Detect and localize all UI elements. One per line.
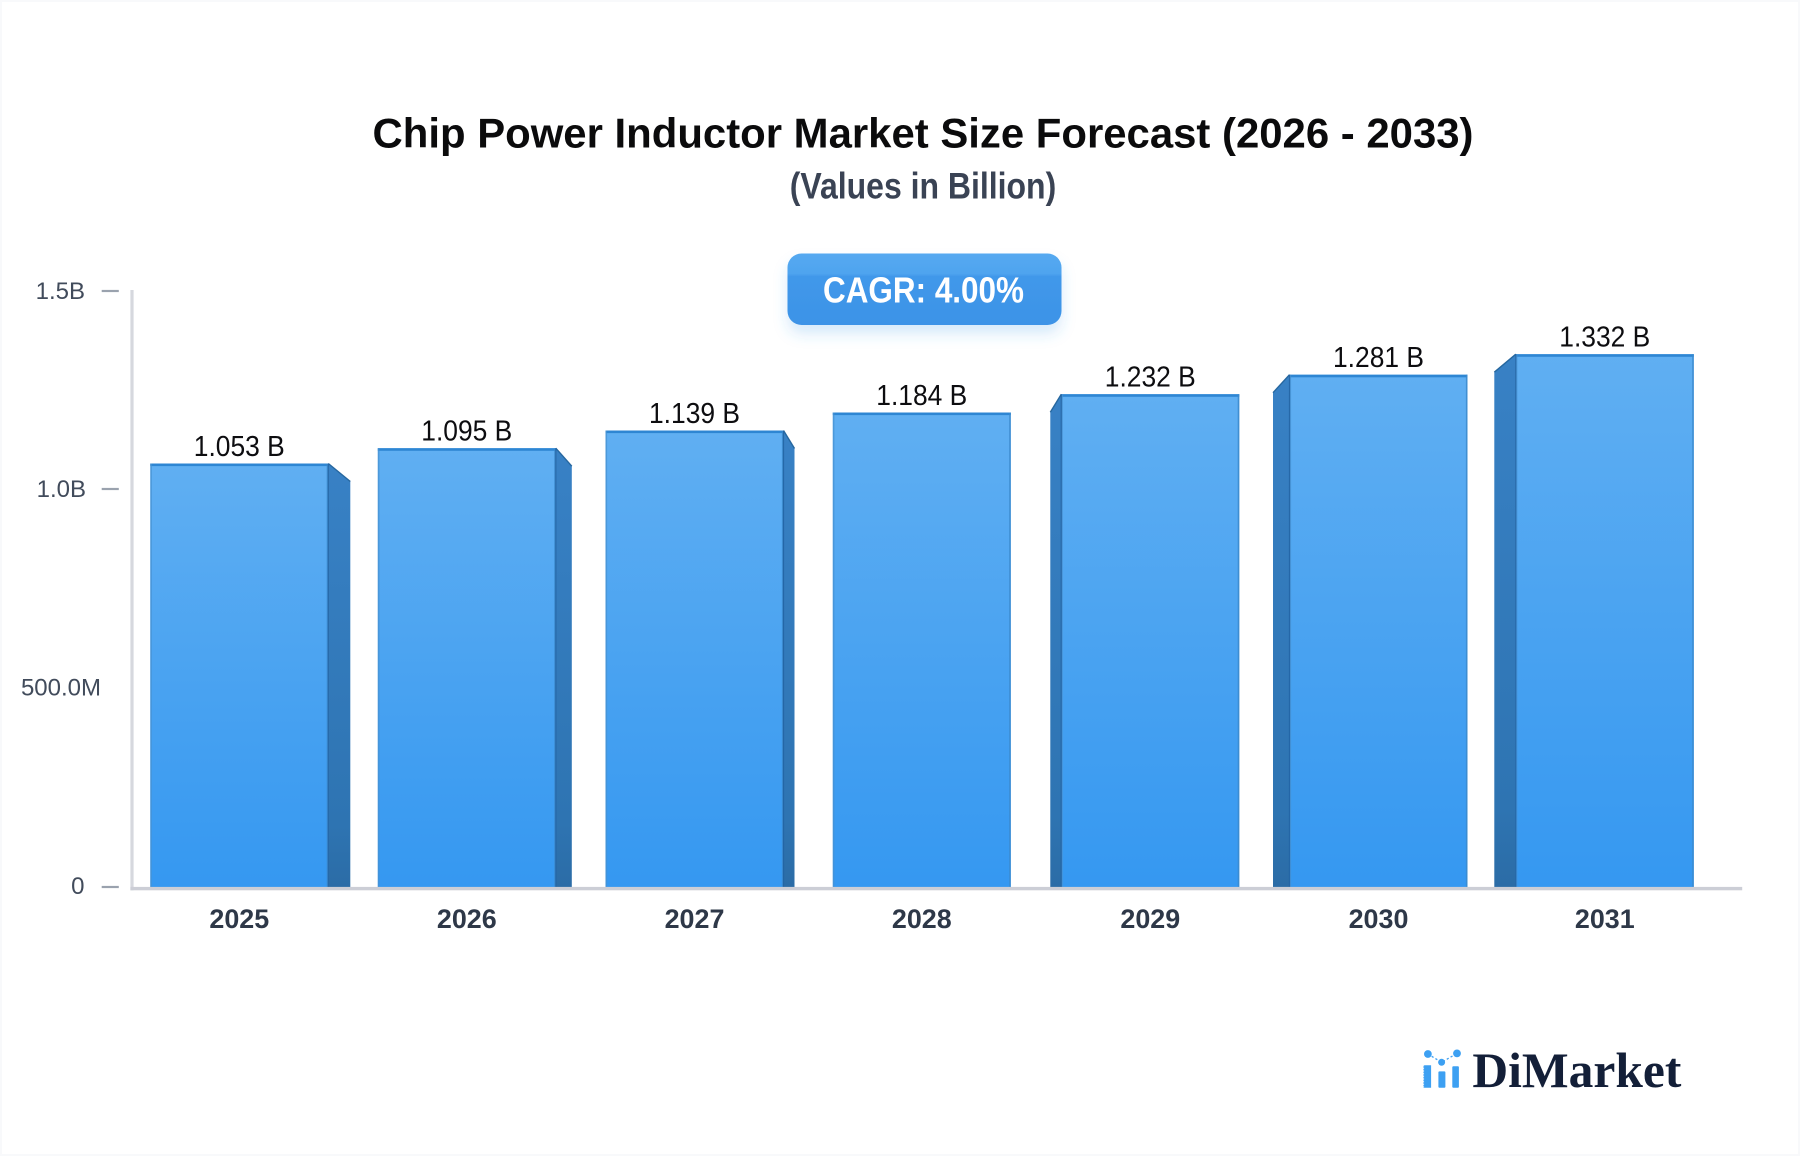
svg-text:Chip Power Inductor Market Siz: Chip Power Inductor Market Size Forecast… — [373, 110, 1474, 157]
svg-text:2028: 2028 — [892, 904, 952, 934]
svg-text:CAGR: 4.00%: CAGR: 4.00% — [823, 270, 1024, 311]
svg-text:1.332 B: 1.332 B — [1559, 322, 1650, 354]
svg-text:(Values in Billion): (Values in Billion) — [790, 166, 1057, 207]
svg-text:0: 0 — [71, 873, 84, 900]
svg-text:2029: 2029 — [1120, 904, 1180, 934]
svg-text:2027: 2027 — [665, 904, 725, 934]
svg-text:2025: 2025 — [209, 904, 269, 934]
svg-text:DiMarket: DiMarket — [1472, 1042, 1681, 1098]
svg-text:1.0B: 1.0B — [37, 476, 86, 503]
svg-text:500.0M: 500.0M — [21, 675, 101, 702]
svg-text:1.053 B: 1.053 B — [194, 431, 285, 463]
svg-text:1.232 B: 1.232 B — [1105, 362, 1196, 394]
svg-text:1.281 B: 1.281 B — [1333, 342, 1424, 374]
svg-text:2030: 2030 — [1349, 904, 1409, 934]
svg-text:1.095 B: 1.095 B — [421, 416, 512, 448]
svg-text:1.5B: 1.5B — [36, 278, 85, 305]
svg-text:2031: 2031 — [1575, 904, 1635, 934]
svg-text:1.184 B: 1.184 B — [876, 380, 967, 412]
svg-text:1.139 B: 1.139 B — [649, 398, 740, 430]
svg-text:2026: 2026 — [437, 904, 497, 934]
